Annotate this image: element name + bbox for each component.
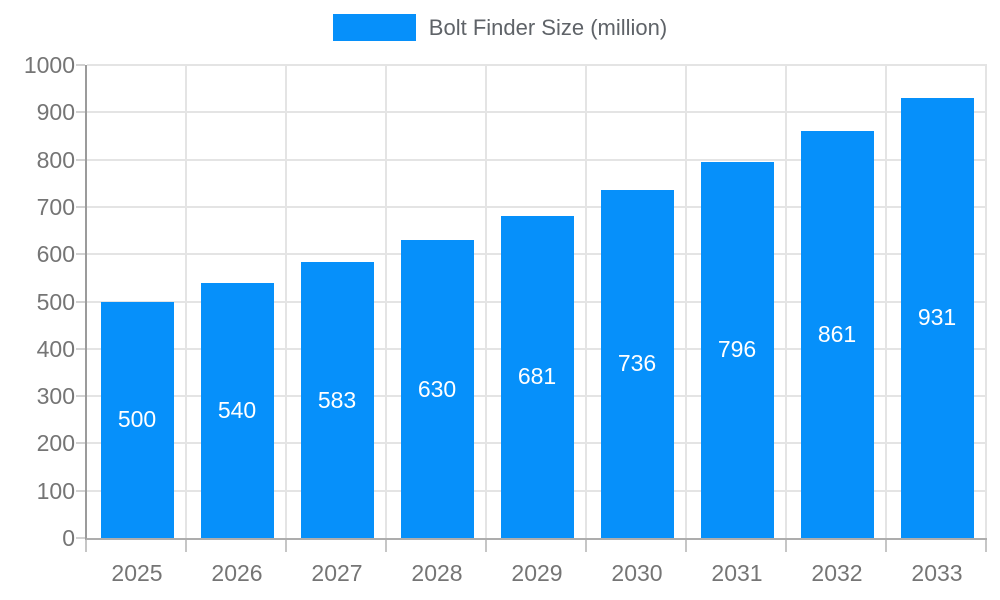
x-axis-tick xyxy=(85,540,87,552)
bar[interactable]: 540 xyxy=(200,282,274,538)
plot-area: 0 100 200 300 400 500 600 700 800 900 1000 500 2025 5… xyxy=(24,52,987,586)
y-axis-tick xyxy=(76,489,85,492)
y-axis-tick-label: 1000 xyxy=(23,52,75,78)
bar-value-label: 681 xyxy=(517,363,557,390)
x-axis-tick-label: 2030 xyxy=(611,560,663,586)
y-axis-tick xyxy=(76,300,85,303)
y-axis-tick-label: 100 xyxy=(36,477,75,504)
x-axis-tick xyxy=(885,540,887,552)
y-axis-tick-label: 300 xyxy=(36,383,75,410)
gridline-horizontal xyxy=(87,111,987,114)
y-axis-tick-label: 0 xyxy=(62,525,75,551)
gridline-vertical xyxy=(785,65,787,538)
y-axis-tick xyxy=(76,395,85,398)
y-axis-tick-label: 700 xyxy=(36,193,75,220)
x-axis-tick xyxy=(285,540,287,552)
gridline-vertical xyxy=(385,65,387,538)
bar[interactable]: 630 xyxy=(400,240,474,538)
y-axis-tick-label: 200 xyxy=(36,430,75,457)
bar[interactable]: 931 xyxy=(900,97,974,538)
x-axis-tick xyxy=(585,540,587,552)
bar-value-label: 630 xyxy=(417,375,457,402)
y-axis-tick-label: 900 xyxy=(36,99,75,126)
x-axis-tick-label: 2033 xyxy=(911,560,963,586)
y-axis-tick xyxy=(76,442,85,445)
bar-value-label: 796 xyxy=(717,336,757,363)
x-axis-tick xyxy=(985,540,987,552)
x-axis-tick-label: 2025 xyxy=(111,560,163,586)
bar[interactable]: 500 xyxy=(100,301,174,538)
bar[interactable]: 796 xyxy=(700,161,774,538)
y-axis-tick xyxy=(76,158,85,161)
bar[interactable]: 736 xyxy=(600,189,674,538)
chart-legend[interactable]: Bolt Finder Size (million) xyxy=(0,14,1000,41)
gridline-vertical xyxy=(285,65,287,538)
x-axis-tick-label: 2031 xyxy=(711,560,763,586)
x-axis-tick xyxy=(785,540,787,552)
y-axis-tick-label: 500 xyxy=(36,288,75,315)
y-axis-tick xyxy=(76,205,85,208)
gridline-horizontal xyxy=(87,205,987,208)
gridline-horizontal xyxy=(87,158,987,161)
y-axis-tick xyxy=(76,253,85,256)
bar-value-label: 583 xyxy=(317,386,357,413)
bar-value-label: 931 xyxy=(917,304,957,331)
x-axis-tick-label: 2028 xyxy=(411,560,463,586)
gridline-vertical xyxy=(985,65,987,538)
bar[interactable]: 583 xyxy=(300,262,374,538)
bar[interactable]: 681 xyxy=(500,215,574,538)
y-axis-tick xyxy=(76,537,85,539)
x-axis-tick-label: 2029 xyxy=(511,560,563,586)
x-axis-tick xyxy=(185,540,187,552)
x-axis-tick xyxy=(485,540,487,552)
gridline-vertical xyxy=(585,65,587,538)
x-axis-tick-label: 2027 xyxy=(311,560,363,586)
gridline-vertical xyxy=(685,65,687,538)
y-axis-tick xyxy=(76,111,85,114)
bar-value-label: 540 xyxy=(217,396,257,423)
legend-swatch-icon xyxy=(332,14,416,41)
x-axis-tick-label: 2032 xyxy=(811,560,863,586)
gridline-vertical xyxy=(485,65,487,538)
y-axis-tick xyxy=(76,347,85,350)
legend-label: Bolt Finder Size (million) xyxy=(428,14,668,40)
y-axis-tick-label: 400 xyxy=(36,335,75,362)
gridline-vertical xyxy=(885,65,887,538)
bar-value-label: 500 xyxy=(117,406,157,433)
y-axis-tick xyxy=(76,64,85,66)
y-axis-tick-label: 800 xyxy=(36,146,75,173)
bar[interactable]: 861 xyxy=(800,130,874,538)
x-axis-tick xyxy=(385,540,387,552)
x-axis-tick-label: 2026 xyxy=(211,560,263,586)
bar-value-label: 736 xyxy=(617,350,657,377)
gridline-horizontal xyxy=(87,64,987,66)
bar-value-label: 861 xyxy=(817,320,857,347)
x-axis-tick xyxy=(685,540,687,552)
gridline-vertical xyxy=(185,65,187,538)
y-axis-tick-label: 600 xyxy=(36,241,75,268)
